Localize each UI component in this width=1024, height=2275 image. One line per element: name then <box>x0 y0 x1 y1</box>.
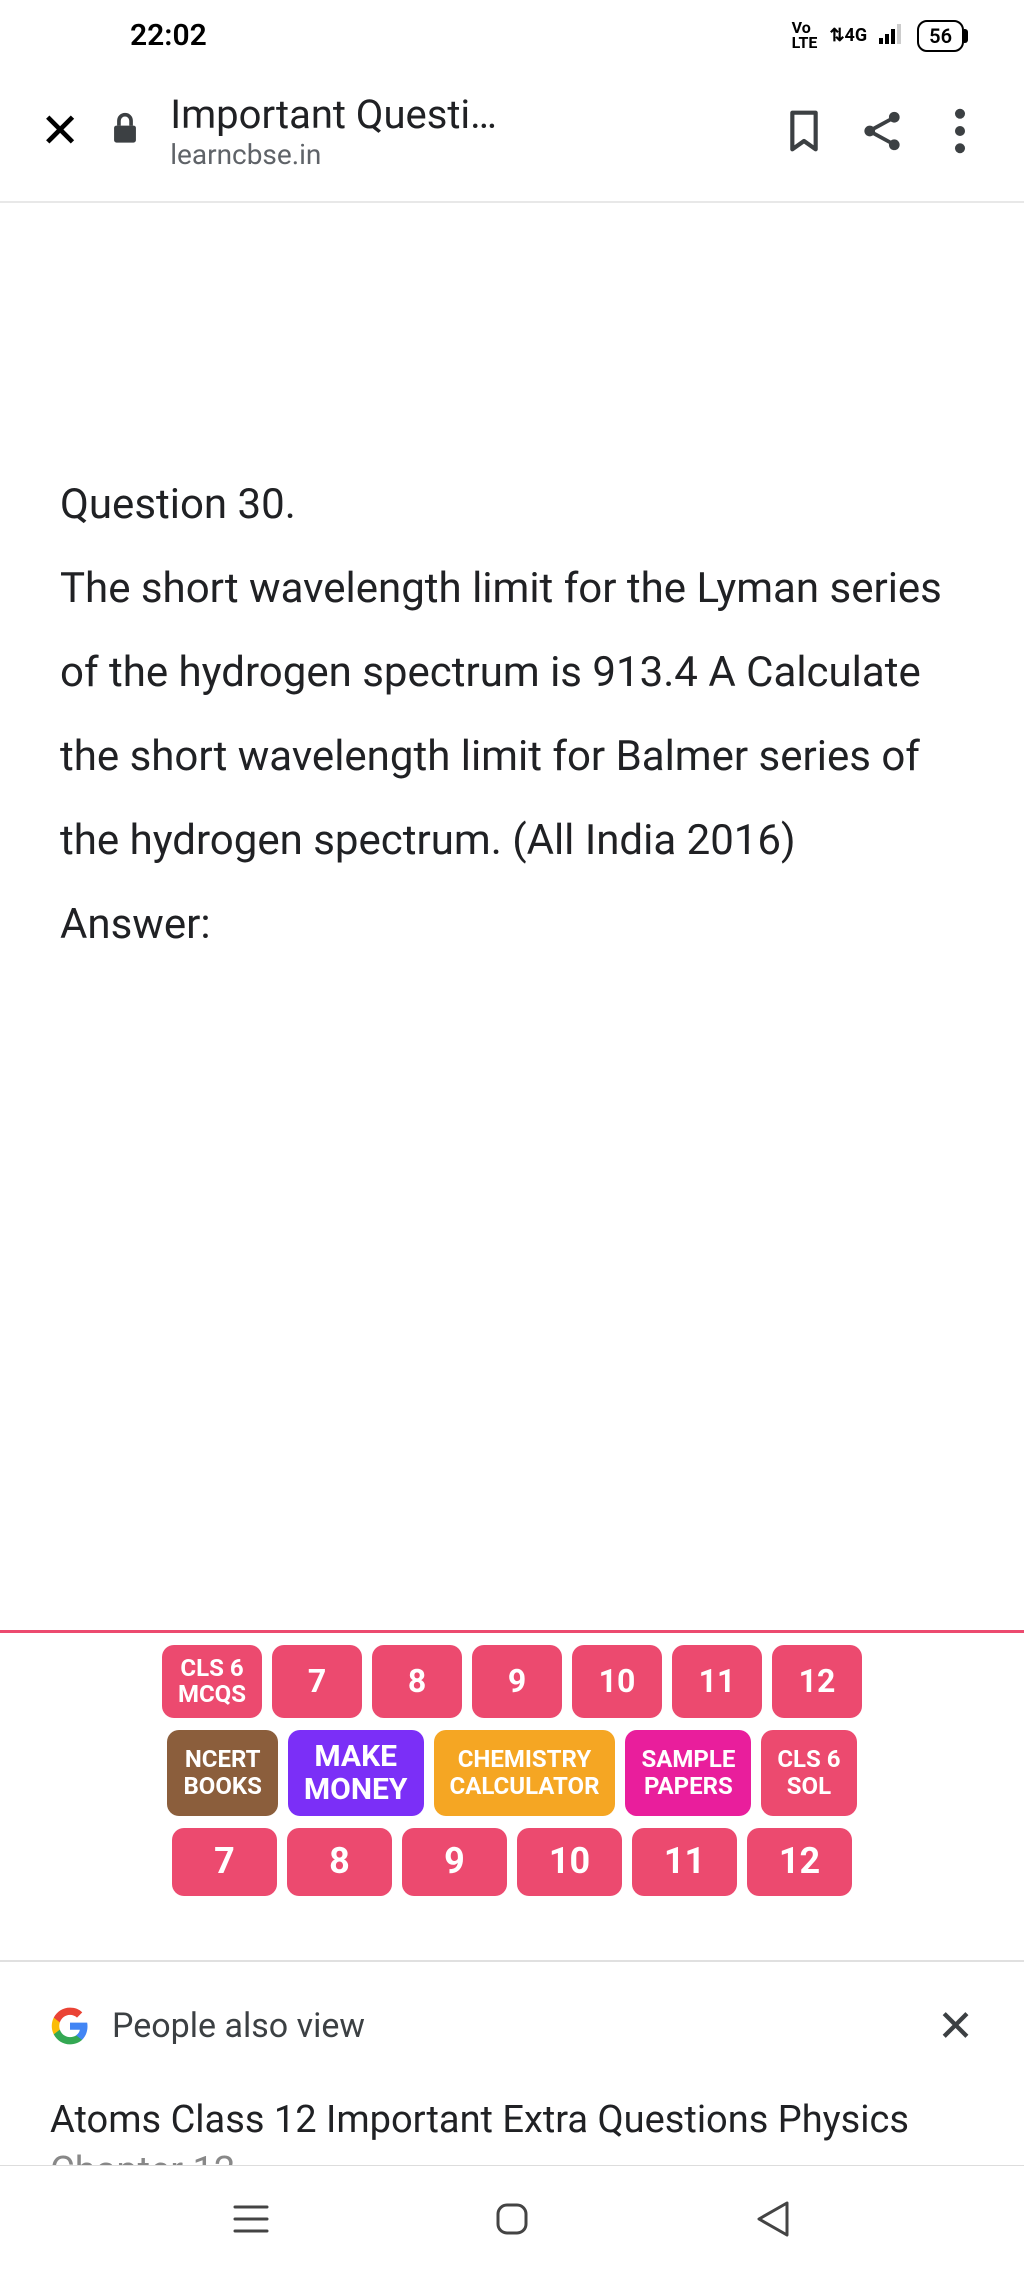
title-block[interactable]: Important Questi… learncbse.in <box>170 91 750 171</box>
android-nav-bar <box>0 2165 1024 2275</box>
page-title: Important Questi… <box>170 91 750 138</box>
network-icon: ⇅4G <box>829 25 867 46</box>
battery-icon: 56 <box>917 20 964 52</box>
nav-class-9[interactable]: 9 <box>472 1645 562 1718</box>
status-bar: 22:02 Vo LTE ⇅4G 56 <box>0 0 1024 71</box>
nav-class-10-b[interactable]: 10 <box>517 1828 622 1896</box>
nav-class-11[interactable]: 11 <box>672 1645 762 1718</box>
page-domain: learncbse.in <box>170 138 750 171</box>
nav-make-money[interactable]: MAKEMONEY <box>288 1730 424 1816</box>
close-icon[interactable]: ✕ <box>40 107 80 155</box>
more-icon[interactable] <box>936 108 984 154</box>
nav-row-3: 7 8 9 10 11 12 <box>0 1828 1024 1896</box>
question-body: The short wavelength limit for the Lyman… <box>60 547 964 883</box>
nav-class-7-b[interactable]: 7 <box>172 1828 277 1896</box>
browser-bar: ✕ Important Questi… learncbse.in <box>0 71 1024 203</box>
question-label: Question 30. <box>60 463 964 547</box>
nav-class-12-b[interactable]: 12 <box>747 1828 852 1896</box>
nav-class-8-b[interactable]: 8 <box>287 1828 392 1896</box>
bookmark-icon[interactable] <box>780 107 828 155</box>
related-title: People also view <box>112 2006 365 2046</box>
page-content: Question 30. The short wavelength limit … <box>0 203 1024 1007</box>
nav-sample-papers[interactable]: SAMPLEPAPERS <box>625 1730 751 1816</box>
volte-icon: Vo LTE <box>792 21 818 50</box>
related-header: People also view ✕ <box>50 2000 974 2052</box>
lock-icon <box>110 111 140 152</box>
back-icon[interactable] <box>751 2199 795 2243</box>
nav-row-1: CLS 6MCQS 7 8 9 10 11 12 <box>0 1645 1024 1718</box>
nav-class-8[interactable]: 8 <box>372 1645 462 1718</box>
nav-class-10[interactable]: 10 <box>572 1645 662 1718</box>
signal-icon <box>879 22 905 50</box>
nav-chemistry-calculator[interactable]: CHEMISTRYCALCULATOR <box>434 1730 616 1816</box>
close-related-icon[interactable]: ✕ <box>937 2000 974 2052</box>
recent-apps-icon[interactable] <box>229 2201 273 2241</box>
nav-cls6-sol[interactable]: CLS 6SOL <box>761 1730 856 1816</box>
status-right-cluster: Vo LTE ⇅4G 56 <box>792 20 964 52</box>
nav-class-9-b[interactable]: 9 <box>402 1828 507 1896</box>
related-item-1[interactable]: Atoms Class 12 Important Extra Questions… <box>50 2092 974 2149</box>
nav-ncert-books[interactable]: NCERTBOOKS <box>167 1730 277 1816</box>
share-icon[interactable] <box>858 108 906 154</box>
nav-class-12[interactable]: 12 <box>772 1645 862 1718</box>
nav-section: CLS 6MCQS 7 8 9 10 11 12 NCERTBOOKS MAKE… <box>0 1630 1024 1908</box>
nav-cls6-mcqs[interactable]: CLS 6MCQS <box>162 1645 262 1718</box>
google-icon <box>50 2006 90 2046</box>
answer-label: Answer: <box>60 883 964 967</box>
nav-class-7[interactable]: 7 <box>272 1645 362 1718</box>
nav-class-11-b[interactable]: 11 <box>632 1828 737 1896</box>
related-section: People also view ✕ Atoms Class 12 Import… <box>0 1960 1024 2193</box>
status-time: 22:02 <box>130 18 207 53</box>
home-icon[interactable] <box>492 2199 532 2243</box>
nav-row-2: NCERTBOOKS MAKEMONEY CHEMISTRYCALCULATOR… <box>0 1730 1024 1816</box>
